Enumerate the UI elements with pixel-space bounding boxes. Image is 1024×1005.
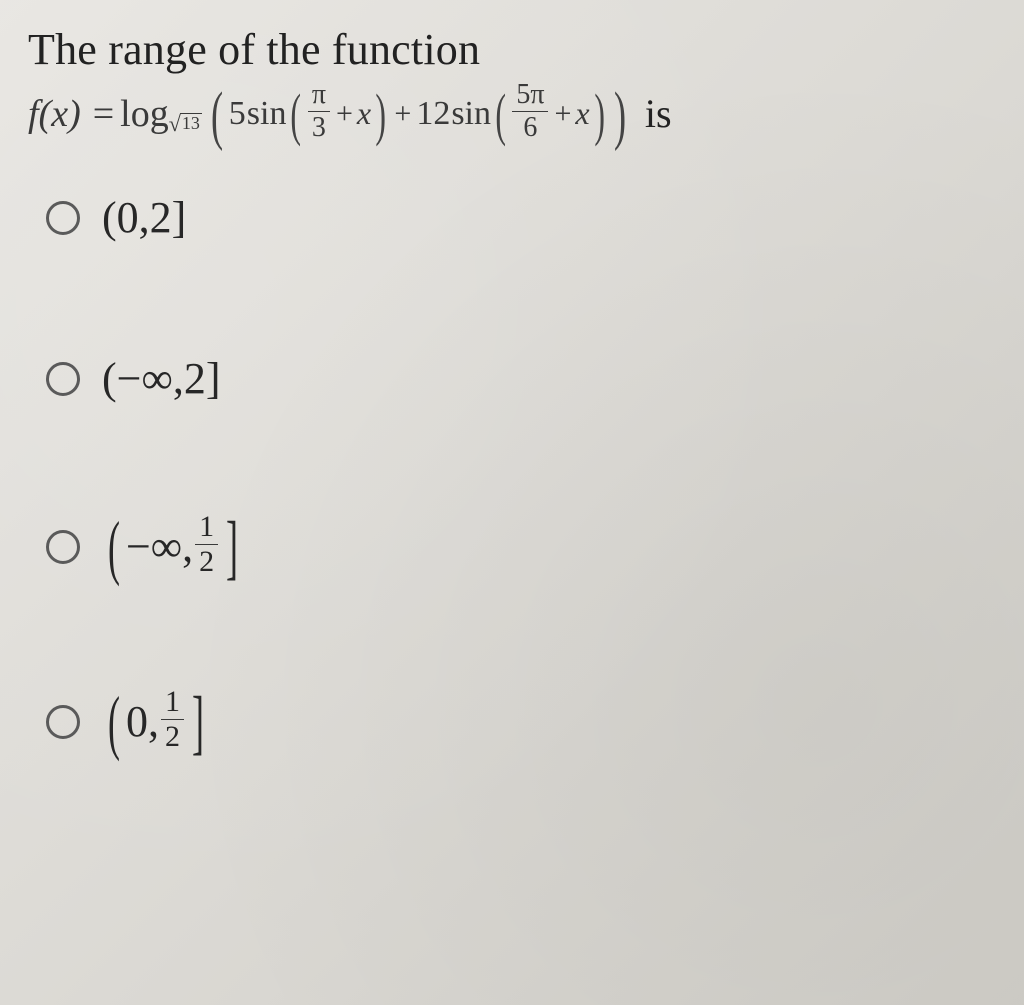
big-open-paren: (: [211, 96, 223, 136]
frac2-den: 6: [519, 114, 541, 142]
log-base: √ 13: [169, 113, 202, 135]
x-var-1: x: [357, 95, 371, 132]
option-4-a: 0: [126, 696, 148, 747]
option-sep: ,: [173, 353, 184, 404]
option-3-frac-num: 1: [195, 512, 218, 542]
open-paren-big: (: [108, 529, 120, 565]
option-4[interactable]: ( 0 , 1 2 ]: [46, 689, 1000, 754]
close-bracket-big: ]: [192, 704, 204, 740]
med-close-paren-1: ): [375, 98, 386, 133]
term1-coeff: 5: [229, 95, 246, 133]
option-2-text: ( −∞ , 2 ]: [102, 353, 221, 404]
equals-sign: =: [93, 92, 114, 136]
frac-pi-over-3: π 3: [308, 81, 330, 142]
question-prompt: The range of the function: [28, 22, 1000, 77]
option-4-frac: 1 2: [161, 687, 184, 752]
radio-icon[interactable]: [46, 705, 80, 739]
frac1-den: 3: [308, 114, 330, 142]
option-sep: ,: [148, 696, 159, 747]
frac1-num: π: [308, 81, 330, 109]
option-sep: ,: [182, 521, 193, 572]
radio-icon[interactable]: [46, 530, 80, 564]
option-2-b: 2: [184, 353, 206, 404]
option-3-frac: 1 2: [195, 512, 218, 577]
radio-icon[interactable]: [46, 201, 80, 235]
option-4-text: ( 0 , 1 2 ]: [102, 689, 210, 754]
option-4-frac-num: 1: [161, 687, 184, 717]
option-3-frac-den: 2: [195, 547, 218, 577]
open-paren-big: (: [108, 704, 120, 740]
open-paren: (: [102, 192, 117, 243]
sin-word-1: sin: [247, 95, 287, 133]
option-1-text: ( 0 , 2 ]: [102, 192, 186, 243]
open-paren: (: [102, 353, 117, 404]
radio-icon[interactable]: [46, 362, 80, 396]
log-base-radicand: 13: [180, 113, 202, 133]
med-open-paren-2: (: [495, 98, 506, 133]
option-1-a: 0: [117, 192, 139, 243]
close-bracket: ]: [172, 192, 187, 243]
formula-lhs: f(x): [28, 92, 81, 136]
trailing-is: is: [645, 90, 672, 137]
frac-5pi-over-6: 5π 6: [512, 81, 548, 142]
big-close-paren: ): [614, 96, 626, 136]
option-3-text: ( −∞ , 1 2 ]: [102, 514, 244, 579]
op-inside-1: +: [336, 97, 353, 131]
option-sep: ,: [139, 192, 150, 243]
option-3-a: −∞: [126, 521, 182, 572]
option-2-a: −∞: [117, 353, 173, 404]
option-3[interactable]: ( −∞ , 1 2 ]: [46, 514, 1000, 579]
option-1[interactable]: ( 0 , 2 ]: [46, 192, 1000, 243]
op-between-terms: +: [394, 97, 411, 131]
question-formula: f(x) = log √ 13 ( 5 sin ( π 3 + x ) + 12…: [28, 83, 1000, 144]
med-open-paren-1: (: [291, 98, 302, 133]
option-1-b: 2: [150, 192, 172, 243]
close-bracket: ]: [206, 353, 221, 404]
term2-coeff: 12: [416, 95, 450, 133]
close-bracket-big: ]: [226, 529, 238, 565]
question-page: The range of the function f(x) = log √ 1…: [0, 0, 1024, 774]
option-2[interactable]: ( −∞ , 2 ]: [46, 353, 1000, 404]
med-close-paren-2: ): [594, 98, 605, 133]
frac2-num: 5π: [512, 81, 548, 109]
sin-word-2: sin: [451, 95, 491, 133]
op-inside-2: +: [554, 97, 571, 131]
log-word: log: [120, 92, 169, 136]
option-4-frac-den: 2: [161, 722, 184, 752]
options-list: ( 0 , 2 ] ( −∞ , 2 ] ( −∞ ,: [46, 192, 1000, 754]
x-var-2: x: [575, 95, 589, 132]
